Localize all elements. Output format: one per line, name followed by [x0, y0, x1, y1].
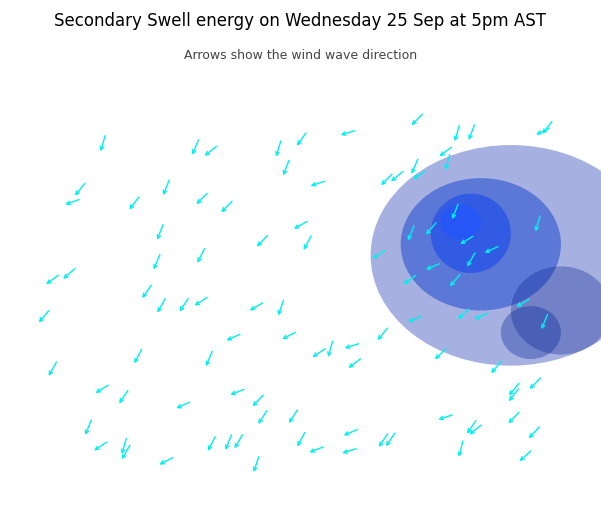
Text: Secondary Swell energy on Wednesday 25 Sep at 5pm AST: Secondary Swell energy on Wednesday 25 S…	[55, 12, 546, 30]
Ellipse shape	[441, 205, 481, 240]
Ellipse shape	[431, 194, 511, 273]
Ellipse shape	[401, 179, 561, 311]
Text: Arrows show the wind wave direction: Arrows show the wind wave direction	[184, 48, 417, 62]
Ellipse shape	[371, 146, 601, 366]
Ellipse shape	[501, 306, 561, 359]
Ellipse shape	[511, 267, 601, 355]
